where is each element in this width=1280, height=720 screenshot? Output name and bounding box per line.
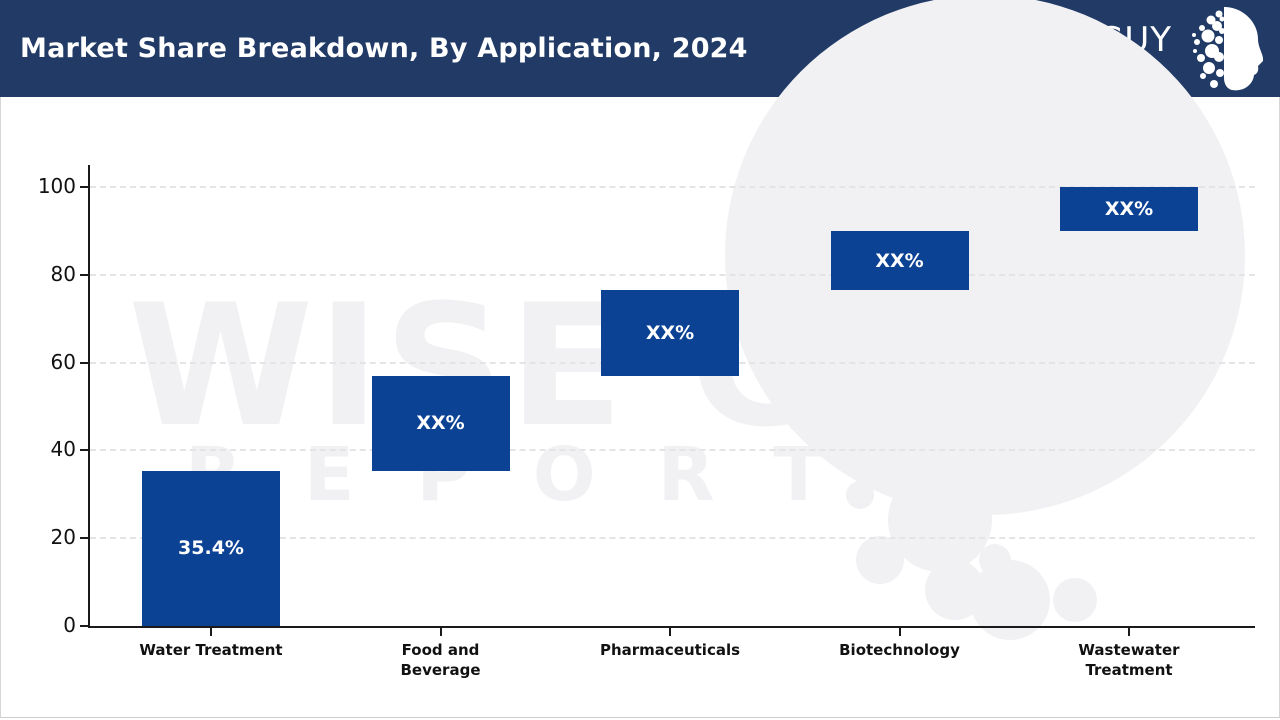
y-tick-label: 20 bbox=[50, 525, 76, 550]
y-tick-label: 80 bbox=[50, 261, 76, 286]
x-axis-line bbox=[88, 626, 1255, 628]
bar-value-label: XX% bbox=[416, 412, 465, 435]
x-tick bbox=[669, 628, 671, 636]
y-tick bbox=[80, 186, 90, 188]
bar-segment: XX% bbox=[371, 375, 510, 471]
y-tick-label: 60 bbox=[50, 349, 76, 374]
x-category-label: Water Treatment bbox=[139, 641, 283, 659]
bar-segment: XX% bbox=[1060, 187, 1198, 231]
y-tick-label: 100 bbox=[37, 174, 76, 198]
bar-segment: XX% bbox=[601, 290, 739, 376]
y-tick bbox=[80, 449, 90, 452]
bar-value-label: XX% bbox=[1104, 197, 1154, 220]
gridline bbox=[90, 273, 1255, 276]
x-tick bbox=[210, 628, 212, 636]
bar-value-label: 35.4% bbox=[178, 537, 244, 560]
x-tick bbox=[1128, 628, 1130, 636]
x-category-label: Food and Beverage bbox=[400, 641, 481, 679]
gridline bbox=[90, 537, 1255, 540]
y-tick bbox=[80, 361, 90, 364]
bar-segment: 35.4% bbox=[142, 470, 280, 626]
gridline bbox=[90, 186, 1255, 188]
bar-value-label: XX% bbox=[645, 321, 695, 344]
y-tick-label: 0 bbox=[63, 613, 76, 637]
y-tick bbox=[80, 625, 90, 627]
x-tick bbox=[439, 628, 442, 636]
x-category-label: Biotechnology bbox=[839, 641, 960, 659]
y-tick bbox=[80, 537, 90, 540]
x-category-label: Wastewater Treatment bbox=[1078, 641, 1180, 679]
x-tick bbox=[898, 628, 901, 636]
y-tick-label: 40 bbox=[50, 437, 76, 462]
bar-value-label: XX% bbox=[875, 249, 924, 272]
bar-segment: XX% bbox=[830, 230, 969, 291]
y-tick bbox=[80, 273, 90, 276]
y-axis-line bbox=[88, 165, 90, 628]
gridline bbox=[90, 449, 1255, 452]
x-category-label: Pharmaceuticals bbox=[599, 641, 741, 659]
chart-title: Market Share Breakdown, By Application, … bbox=[20, 33, 748, 64]
